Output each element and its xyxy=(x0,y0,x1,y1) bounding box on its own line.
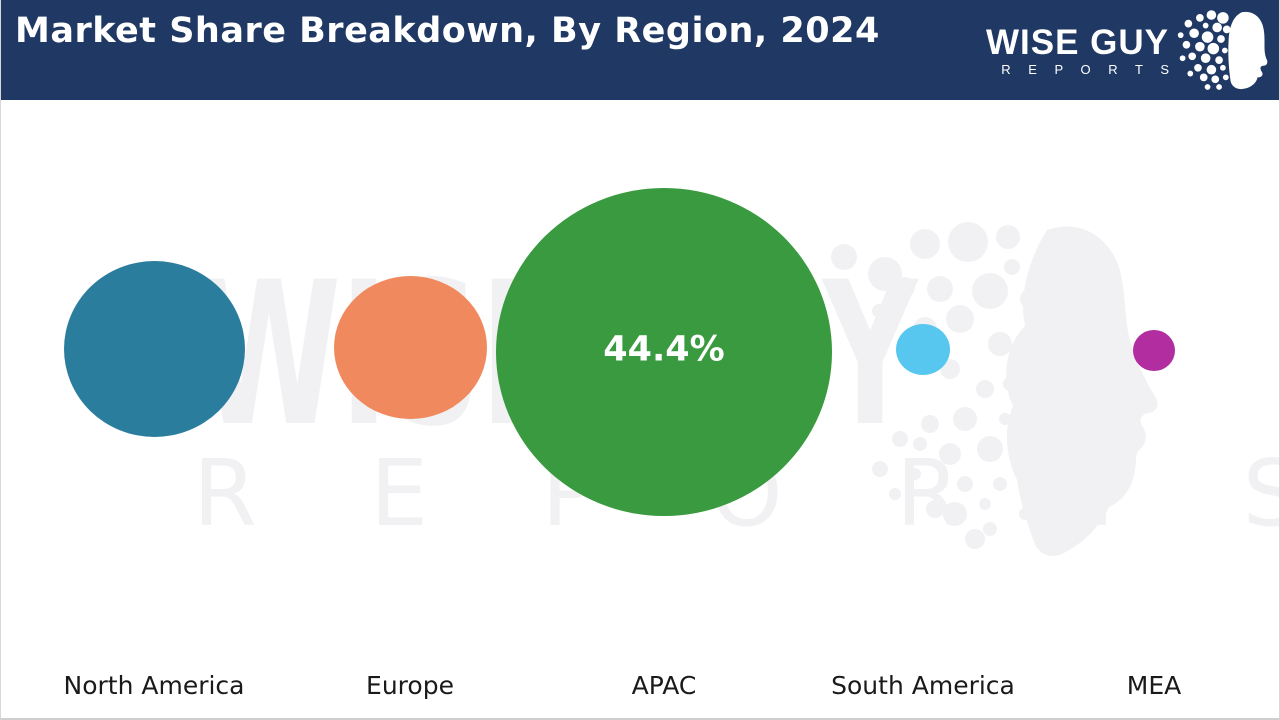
watermark-face-icon xyxy=(831,222,1158,556)
bubble-north-america xyxy=(63,261,245,437)
bubble-apac: 44.4% xyxy=(496,188,832,516)
category-label-north-america: North America xyxy=(63,671,245,700)
category-label-mea: MEA xyxy=(1126,671,1182,700)
brand-logo-text: WISE GUY R E P O R T S xyxy=(986,24,1169,78)
apac-value-label: 44.4% xyxy=(603,329,725,370)
bubble-mea xyxy=(1133,329,1175,371)
bubble-europe xyxy=(333,275,487,419)
header-bar: Market Share Breakdown, By Region, 2024 … xyxy=(1,0,1279,100)
logo-face-icon xyxy=(1177,10,1268,90)
category-label-apac: APAC xyxy=(631,671,697,700)
category-label-south-america: South America xyxy=(831,671,1015,700)
page-title: Market Share Breakdown, By Region, 2024 xyxy=(15,11,880,51)
logo-wordmark: WISE GUY xyxy=(985,23,1169,62)
bubble-south-america xyxy=(896,323,950,375)
logo-subtext: R E P O R T S xyxy=(1001,62,1176,77)
category-label-europe: Europe xyxy=(366,671,454,700)
brand-logo: WISE GUY R E P O R T S xyxy=(986,10,1269,92)
